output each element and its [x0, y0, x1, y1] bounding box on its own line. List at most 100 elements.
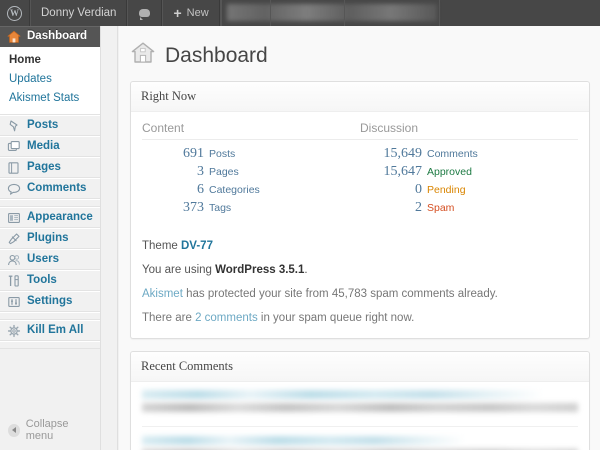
dashboard-house-icon: [130, 40, 156, 71]
gear-icon: [7, 324, 21, 338]
sidebar-label-posts: Posts: [27, 118, 59, 131]
adminbar-comments-button[interactable]: [127, 0, 163, 26]
sidebar-label-dashboard: Dashboard: [27, 29, 88, 42]
theme-prefix: Theme: [142, 240, 178, 252]
sidebar-separator-1: [0, 199, 100, 207]
sidebar-label-tools: Tools: [27, 273, 57, 286]
content-column-heading: Content: [142, 121, 360, 140]
page-title-row: Dashboard: [119, 26, 600, 81]
submenu-item-updates[interactable]: Updates: [9, 73, 52, 85]
pages-icon: [7, 161, 21, 175]
sidebar-item-pages[interactable]: Pages: [0, 157, 100, 178]
right-now-body: Content 691 Posts 3 Pages 6 Categories: [131, 112, 589, 227]
version-prefix: You are using: [142, 264, 212, 276]
sidebar-gutter: [102, 26, 118, 450]
sidebar-item-appearance[interactable]: Appearance: [0, 207, 100, 228]
version-line: You are using WordPress 3.5.1.: [142, 262, 578, 278]
dashboard-submenu: Home Updates Akismet Stats: [0, 47, 100, 115]
adminbar-user-name: Donny Verdian: [41, 7, 117, 19]
adminbar-redacted-region: [219, 0, 600, 26]
main-content: Dashboard Right Now Content 691 Posts 3 …: [119, 26, 600, 450]
akismet-link[interactable]: Akismet: [142, 288, 183, 300]
sidebar-label-kill-em-all: Kill Em All: [27, 323, 84, 336]
spam-queue-link[interactable]: 2 comments: [195, 312, 258, 324]
sidebar-label-users: Users: [27, 252, 59, 265]
page-title: Dashboard: [165, 44, 268, 67]
stat-row-pages: 3 Pages: [142, 163, 360, 181]
comment-author-redacted: [142, 390, 544, 399]
wp-logo-button[interactable]: W: [0, 0, 30, 26]
sidebar-label-appearance: Appearance: [27, 210, 93, 223]
right-now-widget: Right Now Content 691 Posts 3 Pages 6 Ca: [130, 81, 590, 339]
appearance-icon: [7, 211, 21, 225]
pin-icon: [7, 119, 21, 133]
submenu-item-home[interactable]: Home: [9, 54, 41, 66]
collapse-menu-button[interactable]: Collapse menu: [0, 418, 100, 442]
stat-label-tags[interactable]: Tags: [209, 202, 232, 214]
theme-line: Theme DV-77: [142, 238, 578, 254]
submenu-item-akismet-stats[interactable]: Akismet Stats: [9, 92, 80, 104]
queue-suffix: in your spam queue right now.: [257, 312, 415, 324]
sidebar-item-plugins[interactable]: Plugins: [0, 228, 100, 249]
stat-count-approved[interactable]: 15,647: [383, 164, 423, 179]
stat-label-comments[interactable]: Comments: [427, 148, 478, 160]
right-now-discussion-column: Discussion 15,649 Comments 15,647 Approv…: [360, 121, 578, 217]
sidebar-item-media[interactable]: Media: [0, 136, 100, 157]
adminbar-user-menu[interactable]: Donny Verdian: [30, 0, 128, 26]
comment-icon: [7, 182, 21, 196]
users-icon: [7, 253, 21, 267]
sidebar-item-users[interactable]: Users: [0, 249, 100, 270]
recent-comments-body: [131, 382, 589, 450]
stat-label-categories[interactable]: Categories: [209, 184, 260, 196]
queue-prefix: There are: [142, 312, 196, 324]
comment-author-redacted: [142, 436, 465, 445]
recent-comments-widget: Recent Comments: [130, 351, 590, 450]
sidebar-item-comments[interactable]: Comments: [0, 178, 100, 199]
sidebar-separator-2: [0, 312, 100, 320]
stat-count-pending[interactable]: 0: [415, 182, 422, 197]
sidebar-item-kill-em-all[interactable]: Kill Em All: [0, 320, 100, 341]
sidebar-label-comments: Comments: [27, 181, 87, 194]
redacted-blur-bar: [226, 4, 437, 21]
sidebar-label-settings: Settings: [27, 294, 73, 307]
plus-icon: +: [173, 5, 182, 21]
stat-row-approved: 15,647 Approved: [360, 163, 578, 181]
media-icon: [7, 140, 21, 154]
stat-count-pages[interactable]: 3: [197, 164, 204, 179]
stat-count-tags[interactable]: 373: [183, 200, 204, 215]
comment-text-redacted: [142, 403, 578, 412]
sidebar-item-dashboard[interactable]: Dashboard: [0, 26, 100, 47]
stat-label-pending[interactable]: Pending: [427, 184, 466, 196]
stat-row-tags: 373 Tags: [142, 199, 360, 217]
sidebar-item-tools[interactable]: Tools: [0, 270, 100, 291]
sidebar-item-posts[interactable]: Posts: [0, 115, 100, 136]
sidebar-separator-3: [0, 341, 100, 349]
adminbar-new-button[interactable]: + New: [162, 0, 220, 26]
recent-comments-heading[interactable]: Recent Comments: [131, 352, 589, 382]
sidebar-label-pages: Pages: [27, 160, 61, 173]
spam-queue-line: There are 2 comments in your spam queue …: [142, 310, 578, 326]
right-now-footer: Theme DV-77 You are using WordPress 3.5.…: [131, 227, 589, 338]
home-icon: [7, 30, 21, 44]
comment-item[interactable]: [142, 390, 578, 426]
sidebar-item-settings[interactable]: Settings: [0, 291, 100, 312]
sidebar-label-plugins: Plugins: [27, 231, 69, 244]
right-now-heading[interactable]: Right Now: [131, 82, 589, 112]
version-name: WordPress 3.5.1: [215, 264, 305, 276]
stat-label-approved[interactable]: Approved: [427, 166, 472, 178]
stat-row-categories: 6 Categories: [142, 181, 360, 199]
admin-sidebar: Dashboard Home Updates Akismet Stats Pos…: [0, 26, 101, 450]
version-suffix: .: [304, 264, 308, 276]
stat-count-posts[interactable]: 691: [183, 146, 204, 161]
stat-row-pending: 0 Pending: [360, 181, 578, 199]
comment-item[interactable]: [142, 426, 578, 450]
stat-count-spam[interactable]: 2: [415, 200, 422, 215]
settings-icon: [7, 295, 21, 309]
stat-label-spam[interactable]: Spam: [427, 202, 455, 214]
stat-count-comments[interactable]: 15,649: [383, 146, 423, 161]
stat-label-pages[interactable]: Pages: [209, 166, 239, 178]
stat-count-categories[interactable]: 6: [197, 182, 204, 197]
plugin-icon: [7, 232, 21, 246]
theme-name-link[interactable]: DV-77: [181, 240, 213, 252]
stat-label-posts[interactable]: Posts: [209, 148, 236, 160]
